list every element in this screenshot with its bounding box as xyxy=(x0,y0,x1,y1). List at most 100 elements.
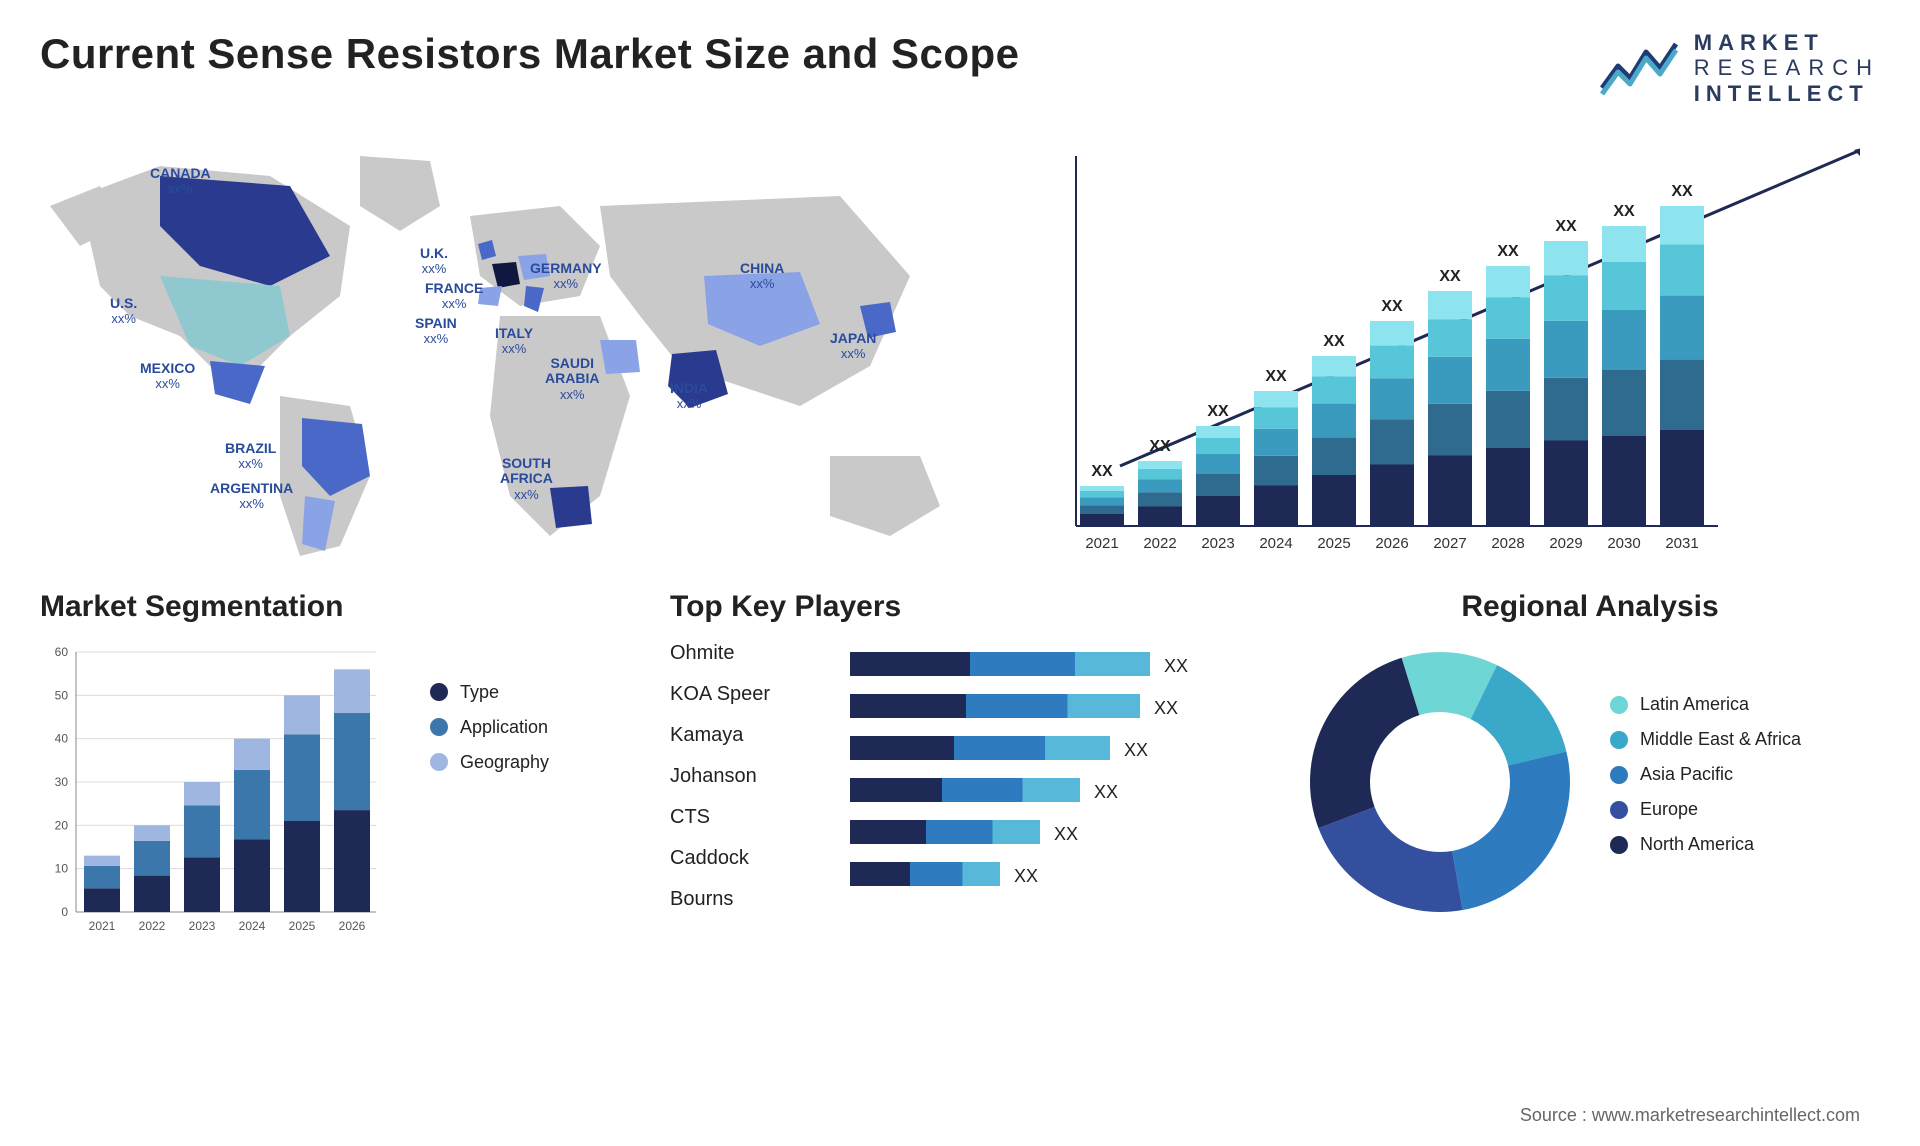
svg-text:30: 30 xyxy=(55,775,69,789)
svg-text:50: 50 xyxy=(55,688,69,702)
svg-text:2028: 2028 xyxy=(1491,535,1524,552)
svg-text:XX: XX xyxy=(1439,268,1461,285)
growth-chart-panel: XX2021XX2022XX2023XX2024XX2025XX2026XX20… xyxy=(1040,136,1880,566)
map-label-us: U.S.xx% xyxy=(110,296,137,327)
regional-title: Regional Analysis xyxy=(1300,590,1880,624)
svg-text:20: 20 xyxy=(55,818,69,832)
svg-text:0: 0 xyxy=(61,905,68,919)
map-label-france: FRANCExx% xyxy=(425,281,483,312)
player-name: CTS xyxy=(670,806,830,829)
svg-text:10: 10 xyxy=(55,862,69,876)
svg-text:60: 60 xyxy=(55,645,69,659)
growth-chart: XX2021XX2022XX2023XX2024XX2025XX2026XX20… xyxy=(1040,136,1860,566)
logo-line1: MARKET xyxy=(1694,30,1880,55)
svg-text:2025: 2025 xyxy=(289,919,316,933)
svg-text:2027: 2027 xyxy=(1433,535,1466,552)
player-name: Caddock xyxy=(670,847,830,870)
legend-swatch xyxy=(1610,696,1628,714)
svg-text:2030: 2030 xyxy=(1607,535,1640,552)
svg-text:XX: XX xyxy=(1149,438,1171,455)
svg-text:2023: 2023 xyxy=(189,919,216,933)
legend-label: Latin America xyxy=(1640,694,1749,715)
legend-label: Asia Pacific xyxy=(1640,764,1733,785)
svg-text:2021: 2021 xyxy=(1085,535,1118,552)
legend-swatch xyxy=(430,753,448,771)
legend-swatch xyxy=(1610,731,1628,749)
svg-text:2024: 2024 xyxy=(1259,535,1292,552)
regional-legend-item: Middle East & Africa xyxy=(1610,729,1880,750)
svg-text:2023: 2023 xyxy=(1201,535,1234,552)
svg-text:XX: XX xyxy=(1265,368,1287,385)
legend-label: North America xyxy=(1640,834,1754,855)
logo-line3: INTELLECT xyxy=(1694,81,1880,106)
map-label-spain: SPAINxx% xyxy=(415,316,457,347)
segmentation-chart: 0102030405060202120222023202420252026 xyxy=(40,642,400,942)
svg-text:XX: XX xyxy=(1091,463,1113,480)
legend-label: Type xyxy=(460,682,499,703)
svg-text:2029: 2029 xyxy=(1549,535,1582,552)
svg-text:40: 40 xyxy=(55,732,69,746)
regional-legend-item: Asia Pacific xyxy=(1610,764,1880,785)
legend-swatch xyxy=(430,718,448,736)
svg-text:XX: XX xyxy=(1555,218,1577,235)
map-label-japan: JAPANxx% xyxy=(830,331,876,362)
logo-line2: RESEARCH xyxy=(1694,55,1880,80)
brand-logo: MARKET RESEARCH INTELLECT xyxy=(1600,30,1880,106)
legend-swatch xyxy=(430,683,448,701)
player-name: Johanson xyxy=(670,765,830,788)
map-label-saudi: SAUDIARABIAxx% xyxy=(545,356,599,402)
map-label-argentina: ARGENTINAxx% xyxy=(210,481,293,512)
segmentation-legend: Type Application Geography xyxy=(430,642,640,942)
svg-text:XX: XX xyxy=(1164,656,1188,676)
players-list: Ohmite KOA Speer Kamaya Johanson CTS Caddock B… xyxy=(670,642,830,942)
legend-label: Middle East & Africa xyxy=(1640,729,1801,750)
map-label-china: CHINAxx% xyxy=(740,261,784,292)
legend-label: Europe xyxy=(1640,799,1698,820)
svg-text:XX: XX xyxy=(1124,740,1148,760)
svg-text:XX: XX xyxy=(1671,183,1693,200)
regional-donut xyxy=(1300,642,1580,922)
legend-label: Application xyxy=(460,717,548,738)
svg-text:2022: 2022 xyxy=(139,919,166,933)
svg-text:XX: XX xyxy=(1014,866,1038,886)
legend-label: Geography xyxy=(460,752,549,773)
regional-legend-item: North America xyxy=(1610,834,1880,855)
legend-swatch xyxy=(1610,836,1628,854)
seg-legend-item: Type xyxy=(430,682,640,703)
map-label-uk: U.K.xx% xyxy=(420,246,448,277)
svg-text:XX: XX xyxy=(1381,298,1403,315)
svg-text:XX: XX xyxy=(1154,698,1178,718)
page-title: Current Sense Resistors Market Size and … xyxy=(40,30,1020,78)
map-label-canada: CANADAxx% xyxy=(150,166,211,197)
svg-text:XX: XX xyxy=(1054,824,1078,844)
map-label-mexico: MEXICOxx% xyxy=(140,361,195,392)
map-label-safrica: SOUTHAFRICAxx% xyxy=(500,456,553,502)
svg-text:XX: XX xyxy=(1207,403,1229,420)
regional-legend: Latin America Middle East & Africa Asia Pa… xyxy=(1610,694,1880,869)
regional-legend-item: Latin America xyxy=(1610,694,1880,715)
seg-legend-item: Geography xyxy=(430,752,640,773)
regional-legend-item: Europe xyxy=(1610,799,1880,820)
players-chart: XX XX XX XX XX XX xyxy=(850,642,1270,942)
legend-swatch xyxy=(1610,766,1628,784)
player-name: Kamaya xyxy=(670,724,830,747)
svg-text:2022: 2022 xyxy=(1143,535,1176,552)
legend-swatch xyxy=(1610,801,1628,819)
svg-text:XX: XX xyxy=(1323,333,1345,350)
svg-text:2024: 2024 xyxy=(239,919,266,933)
world-map-panel: CANADAxx% U.S.xx% MEXICOxx% BRAZILxx% ARGENT… xyxy=(40,136,1000,566)
svg-text:XX: XX xyxy=(1613,203,1635,220)
seg-legend-item: Application xyxy=(430,717,640,738)
map-label-brazil: BRAZILxx% xyxy=(225,441,276,472)
map-label-india: INDIAxx% xyxy=(670,381,708,412)
map-label-germany: GERMANYxx% xyxy=(530,261,602,292)
svg-text:2031: 2031 xyxy=(1665,535,1698,552)
player-name: KOA Speer xyxy=(670,683,830,706)
svg-text:2026: 2026 xyxy=(339,919,366,933)
player-name: Bourns xyxy=(670,888,830,911)
source-label: Source : www.marketresearchintellect.com xyxy=(1520,1105,1860,1126)
svg-text:XX: XX xyxy=(1094,782,1118,802)
players-title: Top Key Players xyxy=(670,590,1270,624)
svg-text:XX: XX xyxy=(1497,243,1519,260)
player-name: Ohmite xyxy=(670,642,830,665)
